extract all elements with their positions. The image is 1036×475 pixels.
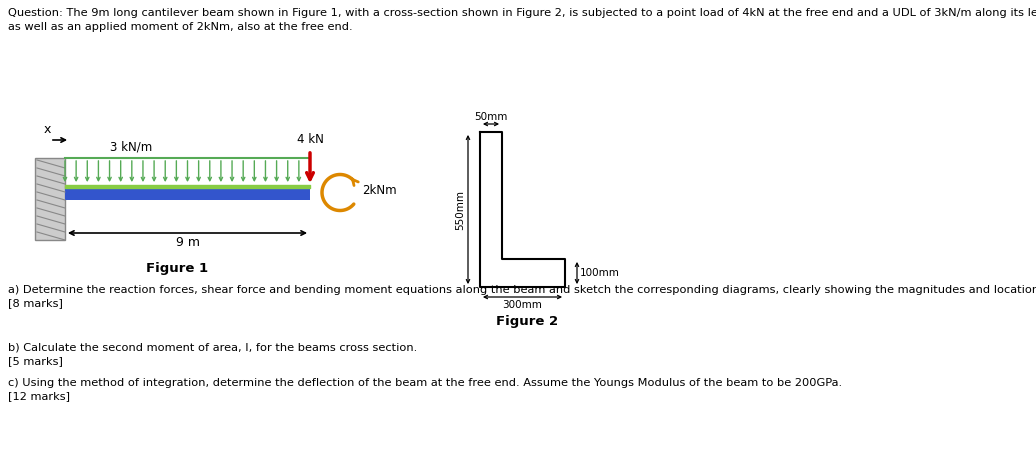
Text: 550mm: 550mm [455,190,465,229]
Text: as well as an applied moment of 2kNm, also at the free end.: as well as an applied moment of 2kNm, al… [8,22,352,32]
Text: Figure 1: Figure 1 [146,262,208,275]
Text: 3 kN/m: 3 kN/m [110,140,152,153]
Text: 9 m: 9 m [175,236,200,249]
Text: Figure 2: Figure 2 [496,315,558,328]
Bar [35,158,65,240]
Text: b) Calculate the second moment of area, I, for the beams cross section.
[5 marks: b) Calculate the second moment of area, … [8,343,418,366]
Text: c) Using the method of integration, determine the deflection of the beam at the : c) Using the method of integration, dete… [8,378,842,401]
Bar [65,185,310,200]
Text: x: x [44,123,52,136]
Text: Question: The 9m long cantilever beam shown in Figure 1, with a cross-section sh: Question: The 9m long cantilever beam sh… [8,8,1036,18]
Text: 4 kN: 4 kN [296,133,323,146]
Text: 100mm: 100mm [580,268,620,278]
Text: a) Determine the reaction forces, shear force and bending moment equations along: a) Determine the reaction forces, shear … [8,285,1036,308]
Text: 50mm: 50mm [474,112,508,122]
Text: 300mm: 300mm [502,300,543,310]
Text: 2kNm: 2kNm [362,184,397,197]
